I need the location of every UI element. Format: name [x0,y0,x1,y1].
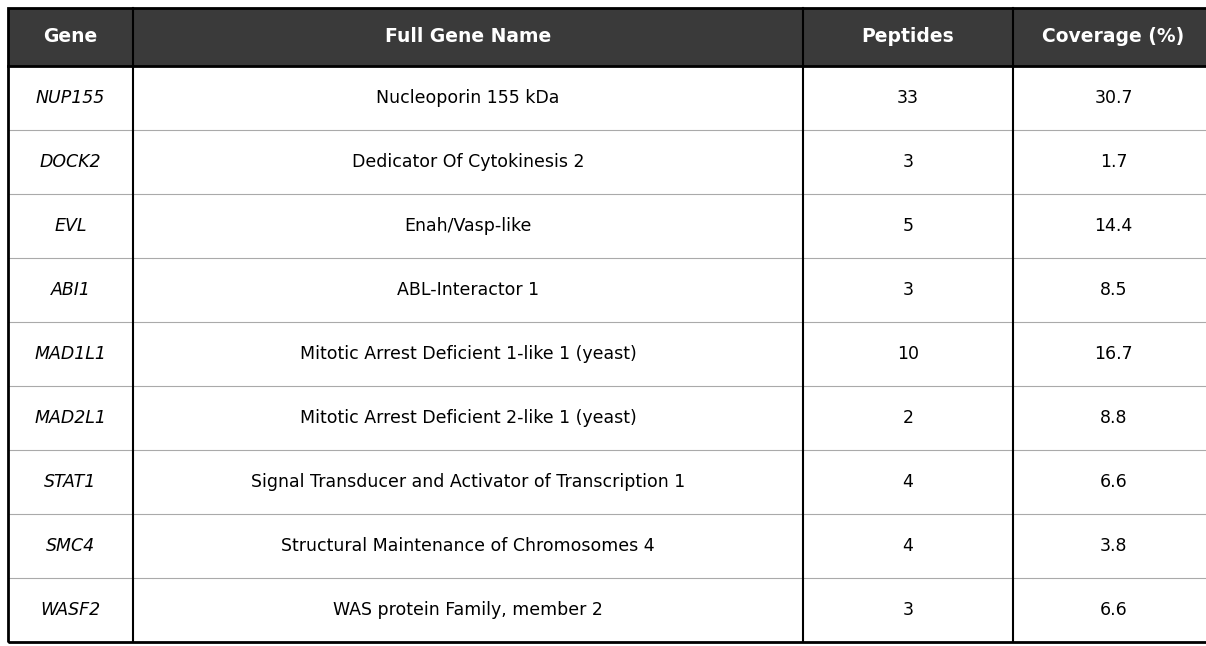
Text: SMC4: SMC4 [46,537,95,555]
Text: 10: 10 [897,345,919,363]
Text: Dedicator Of Cytokinesis 2: Dedicator Of Cytokinesis 2 [352,153,584,171]
Text: 8.8: 8.8 [1100,409,1128,427]
Text: 5: 5 [902,217,913,235]
Text: Coverage (%): Coverage (%) [1042,28,1184,47]
Bar [8,514,1206,578]
Text: 3.8: 3.8 [1100,537,1128,555]
Text: Gene: Gene [43,28,98,47]
Bar [8,194,1206,258]
Bar [8,322,1206,386]
Text: ABL-Interactor 1: ABL-Interactor 1 [397,281,539,299]
Text: 8.5: 8.5 [1100,281,1128,299]
Bar [8,386,1206,450]
Text: 30.7: 30.7 [1094,89,1132,107]
Text: WASF2: WASF2 [41,601,100,619]
Text: 3: 3 [902,601,913,619]
Text: 4: 4 [902,473,913,491]
Text: Peptides: Peptides [861,28,954,47]
Text: MAD2L1: MAD2L1 [35,409,106,427]
Text: DOCK2: DOCK2 [40,153,101,171]
Bar [8,450,1206,514]
Text: 1.7: 1.7 [1100,153,1128,171]
Text: EVL: EVL [54,217,87,235]
Text: 3: 3 [902,153,913,171]
Text: MAD1L1: MAD1L1 [35,345,106,363]
Bar [8,578,1206,642]
Text: Signal Transducer and Activator of Transcription 1: Signal Transducer and Activator of Trans… [251,473,685,491]
Text: 3: 3 [902,281,913,299]
Text: STAT1: STAT1 [45,473,96,491]
Bar [8,130,1206,194]
Text: 14.4: 14.4 [1094,217,1132,235]
Text: Enah/Vasp-like: Enah/Vasp-like [404,217,532,235]
Text: Mitotic Arrest Deficient 2-like 1 (yeast): Mitotic Arrest Deficient 2-like 1 (yeast… [299,409,637,427]
Text: Full Gene Name: Full Gene Name [385,28,551,47]
Bar [8,258,1206,322]
Bar [8,8,1206,66]
Text: 4: 4 [902,537,913,555]
Text: ABI1: ABI1 [51,281,90,299]
Text: NUP155: NUP155 [36,89,105,107]
Text: 6.6: 6.6 [1100,601,1128,619]
Text: 33: 33 [897,89,919,107]
Bar [8,66,1206,130]
Text: WAS protein Family, member 2: WAS protein Family, member 2 [333,601,603,619]
Text: Nucleoporin 155 kDa: Nucleoporin 155 kDa [376,89,560,107]
Text: 16.7: 16.7 [1094,345,1132,363]
Text: Structural Maintenance of Chromosomes 4: Structural Maintenance of Chromosomes 4 [281,537,655,555]
Text: 6.6: 6.6 [1100,473,1128,491]
Text: Mitotic Arrest Deficient 1-like 1 (yeast): Mitotic Arrest Deficient 1-like 1 (yeast… [299,345,637,363]
Text: 2: 2 [902,409,913,427]
